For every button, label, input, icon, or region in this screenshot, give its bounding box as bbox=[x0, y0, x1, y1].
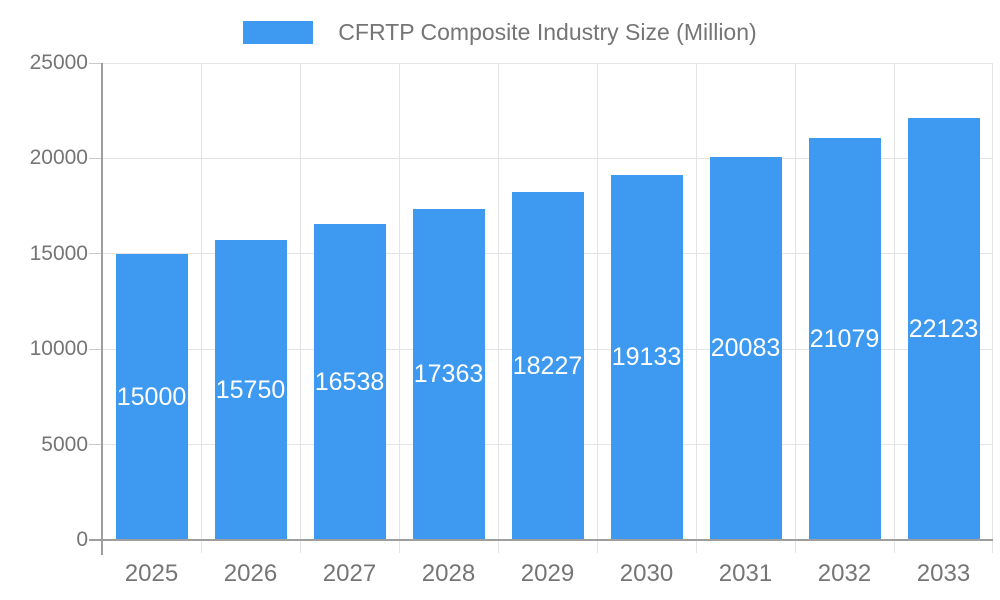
y-axis-label: 15000 bbox=[29, 241, 88, 265]
x-axis-line bbox=[89, 539, 993, 541]
y-axis-tick bbox=[89, 253, 101, 255]
y-axis-label: 20000 bbox=[29, 146, 88, 170]
bar-value-label: 20083 bbox=[710, 334, 781, 363]
y-axis-label: 0 bbox=[76, 528, 88, 551]
y-axis-tick bbox=[89, 444, 101, 446]
y-axis-tick bbox=[89, 348, 101, 350]
bar-value-label: 15000 bbox=[116, 382, 187, 411]
x-axis-label: 2026 bbox=[223, 560, 278, 587]
bar-2033[interactable]: 22123 bbox=[907, 117, 980, 540]
legend[interactable]: CFRTP Composite Industry Size (Million) bbox=[0, 19, 1000, 46]
bar-value-label: 17363 bbox=[413, 360, 484, 389]
y-axis-tick bbox=[89, 62, 101, 64]
y-axis-label: 5000 bbox=[41, 432, 88, 456]
x-axis-label: 2033 bbox=[916, 560, 971, 587]
bar-2029[interactable]: 18227 bbox=[511, 192, 584, 540]
gridline-vertical bbox=[596, 63, 598, 553]
bar-2031[interactable]: 20083 bbox=[709, 156, 782, 540]
bar-value-label: 18227 bbox=[512, 352, 583, 381]
gridline-vertical bbox=[991, 63, 993, 553]
bar-2028[interactable]: 17363 bbox=[412, 208, 485, 540]
x-axis-label: 2028 bbox=[421, 560, 476, 587]
x-axis-label: 2029 bbox=[520, 560, 575, 587]
bar-2025[interactable]: 15000 bbox=[115, 253, 188, 540]
y-axis-label: 10000 bbox=[29, 337, 88, 361]
y-axis-tick bbox=[89, 157, 101, 159]
bar-2026[interactable]: 15750 bbox=[214, 239, 287, 540]
bar-value-label: 21079 bbox=[809, 324, 880, 353]
x-axis-label: 2031 bbox=[718, 560, 773, 587]
x-axis-label: 2032 bbox=[817, 560, 872, 587]
x-axis-label: 2030 bbox=[619, 560, 674, 587]
bar-2027[interactable]: 16538 bbox=[313, 224, 386, 540]
y-axis-line bbox=[101, 63, 103, 555]
x-axis-label: 2027 bbox=[322, 560, 377, 587]
bar-2030[interactable]: 19133 bbox=[610, 174, 683, 540]
bar-value-label: 16538 bbox=[314, 368, 385, 397]
bar-2032[interactable]: 21079 bbox=[808, 137, 881, 540]
gridline-vertical bbox=[893, 63, 895, 553]
bar-value-label: 15750 bbox=[215, 375, 286, 404]
x-axis-label: 2025 bbox=[124, 560, 179, 587]
y-axis-label: 25000 bbox=[29, 51, 88, 74]
gridline-vertical bbox=[200, 63, 202, 553]
legend-label: CFRTP Composite Industry Size (Million) bbox=[338, 19, 757, 45]
legend-swatch bbox=[243, 21, 314, 44]
gridline-vertical bbox=[299, 63, 301, 553]
gridline-vertical bbox=[794, 63, 796, 553]
gridline-horizontal bbox=[102, 62, 993, 64]
gridline-vertical bbox=[398, 63, 400, 553]
plot-area: 15000 15750 16538 17363 18227 19133 20083 21079… bbox=[102, 62, 993, 553]
bar-value-label: 19133 bbox=[611, 343, 682, 372]
gridline-horizontal bbox=[102, 157, 993, 159]
gridline-vertical bbox=[695, 63, 697, 553]
gridline-vertical bbox=[497, 63, 499, 553]
bar-value-label: 22123 bbox=[908, 314, 979, 343]
